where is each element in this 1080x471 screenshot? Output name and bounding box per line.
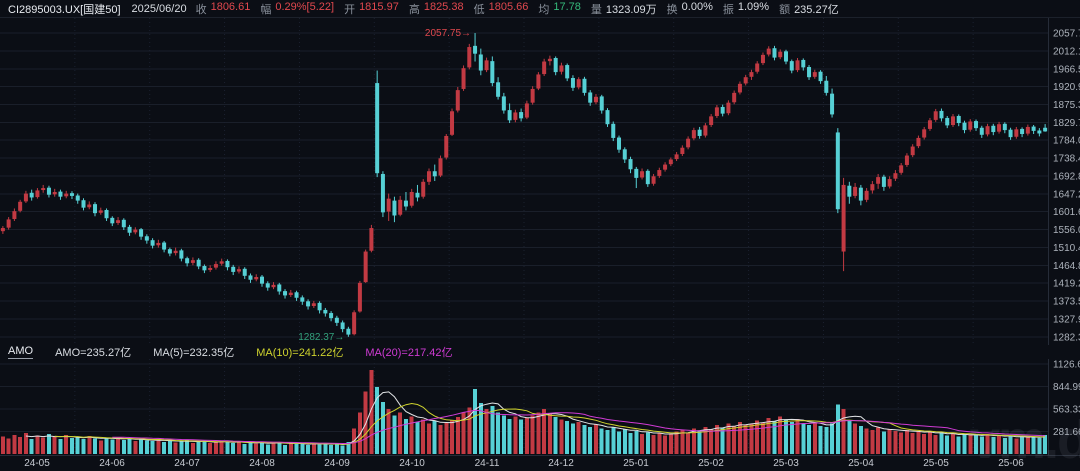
quote-field-value: 1825.38 (423, 0, 464, 13)
price-candlestick-pane[interactable]: 2057.75 2012.14 1966.53 1920.92 1875.31 1829.… (0, 18, 1080, 345)
quote-field: 幅 0.29%[5.22] (260, 1, 334, 17)
quote-field-value: 0.29%[5.22] (275, 0, 335, 13)
quote-field-label: 换 (666, 3, 678, 16)
price-axis-label: 1373.59 (1053, 297, 1080, 308)
month-label: 24-07 (174, 458, 200, 469)
date-axis: 24-05 24-06 24-07 24-08 24-09 24-10 24-11 24-12… (0, 455, 1080, 471)
amo-indicator-legend: AMO AMO=235.27亿 MA(5)=232.35亿 MA(10)=241.22… (0, 344, 1056, 359)
quote-field: 量 1323.09万 (591, 1, 657, 17)
quote-field-label: 收 (195, 3, 207, 16)
price-axis-label: 1419.2 (1053, 279, 1080, 290)
candles[interactable] (0, 33, 1048, 337)
month-label: 25-01 (623, 458, 649, 469)
quote-field: 收 1806.61 (196, 1, 251, 17)
quote-field: 高 1825.38 (409, 1, 464, 17)
price-axis-label: 1829.7 (1053, 118, 1080, 129)
price-axis-label: 1327.98 (1053, 314, 1080, 325)
quote-field: 低 1805.66 (474, 1, 529, 17)
volume-axis-label: 281.66亿 (1053, 425, 1080, 438)
month-label: 24-06 (99, 458, 125, 469)
quote-field-label: 高 (408, 3, 420, 16)
header-fields: 收 1806.61 幅 0.29%[5.22] 开 1815.97 高 1825.38 低 180… (196, 1, 839, 17)
volume-axis-label: 563.33亿 (1053, 402, 1080, 415)
month-label: 25-06 (998, 458, 1024, 469)
quote-field-label: 额 (779, 3, 791, 16)
quote-field: 开 1815.97 (344, 1, 399, 17)
quote-field-label: 幅 (260, 3, 272, 16)
low-annotation: 1282.37→ (298, 332, 344, 343)
quote-field: 振 1.09% (723, 1, 769, 17)
quote-field-label: 振 (722, 3, 734, 16)
quote-field-label: 量 (590, 3, 602, 16)
price-axis-label: 1601.64 (1053, 207, 1080, 218)
quote-field-label: 开 (344, 3, 356, 16)
quote-field-value: 17.78 (553, 0, 581, 13)
quote-field-label: 低 (473, 3, 485, 16)
quote-field-value: 0.00% (681, 0, 713, 13)
quote-field-label: 均 (538, 3, 550, 16)
volume-axis-label: 844.99亿 (1053, 380, 1080, 393)
volume-ma5-line (25, 391, 1046, 446)
month-label: 25-04 (848, 458, 874, 469)
quote-field-value: 1806.61 (210, 0, 251, 13)
month-label: 25-05 (923, 458, 949, 469)
month-label: 24-09 (324, 458, 350, 469)
symbol-name[interactable]: CI2895003.UX[国建50] (8, 3, 121, 16)
price-axis-label: 1282.37 (1053, 332, 1080, 343)
month-label: 24-11 (474, 458, 500, 469)
price-axis-label: 1647.25 (1053, 189, 1080, 200)
price-axis-label: 1556.03 (1053, 225, 1080, 236)
high-annotation: 2057.75→ (425, 28, 471, 39)
volume-amo-pane[interactable]: 1126.6... 844.99亿 563.33亿 281.66亿 (0, 359, 1080, 455)
month-label: 24-05 (24, 458, 50, 469)
quote-field-value: 235.27亿 (794, 3, 839, 16)
quote-field-value: 1815.97 (359, 0, 399, 13)
price-axis-label: 2057.75 (1053, 29, 1080, 40)
indicator-value: AMO=235.27亿 (55, 346, 132, 359)
indicator-value: MA(20)=217.42亿 (365, 346, 453, 359)
price-axis-label: 1920.92 (1053, 82, 1080, 93)
quote-field-value: 1805.66 (488, 0, 529, 13)
quote-field: 额 235.27亿 (779, 1, 839, 17)
volume-ma20-line (112, 409, 1046, 444)
quote-field-value: 1.09% (737, 0, 770, 13)
price-axis-label: 1966.53 (1053, 64, 1080, 75)
month-label: 24-12 (548, 458, 574, 469)
month-label: 24-08 (249, 458, 275, 469)
amo-tab[interactable]: AMO (8, 344, 34, 359)
quote-header: CI2895003.UX[国建50] 2025/06/20 收 1806.61 幅 0… (0, 0, 1080, 18)
volume-axis-label: 1126.6... (1053, 359, 1080, 370)
price-axis-label: 1692.87 (1053, 171, 1080, 182)
indicator-value: MA(10)=241.22亿 (256, 346, 344, 359)
quote-date: 2025/06/20 (131, 2, 187, 15)
price-axis-label: 1875.31 (1053, 100, 1080, 111)
price-axis-label: 2012.14 (1053, 46, 1080, 57)
month-label: 25-02 (698, 458, 724, 469)
price-axis-label: 1510.42 (1053, 243, 1080, 254)
quote-field: 均 17.78 (538, 1, 581, 17)
month-label: 25-03 (773, 458, 799, 469)
quote-field: 换 0.00% (667, 1, 713, 17)
quote-field-value: 1323.09万 (605, 3, 657, 16)
price-axis-label: 1784.09 (1053, 136, 1080, 147)
price-axis-label: 1738.48 (1053, 154, 1080, 165)
month-label: 24-10 (399, 458, 425, 469)
price-axis-label: 1464.81 (1053, 261, 1080, 272)
indicator-value: MA(5)=232.35亿 (153, 346, 235, 359)
